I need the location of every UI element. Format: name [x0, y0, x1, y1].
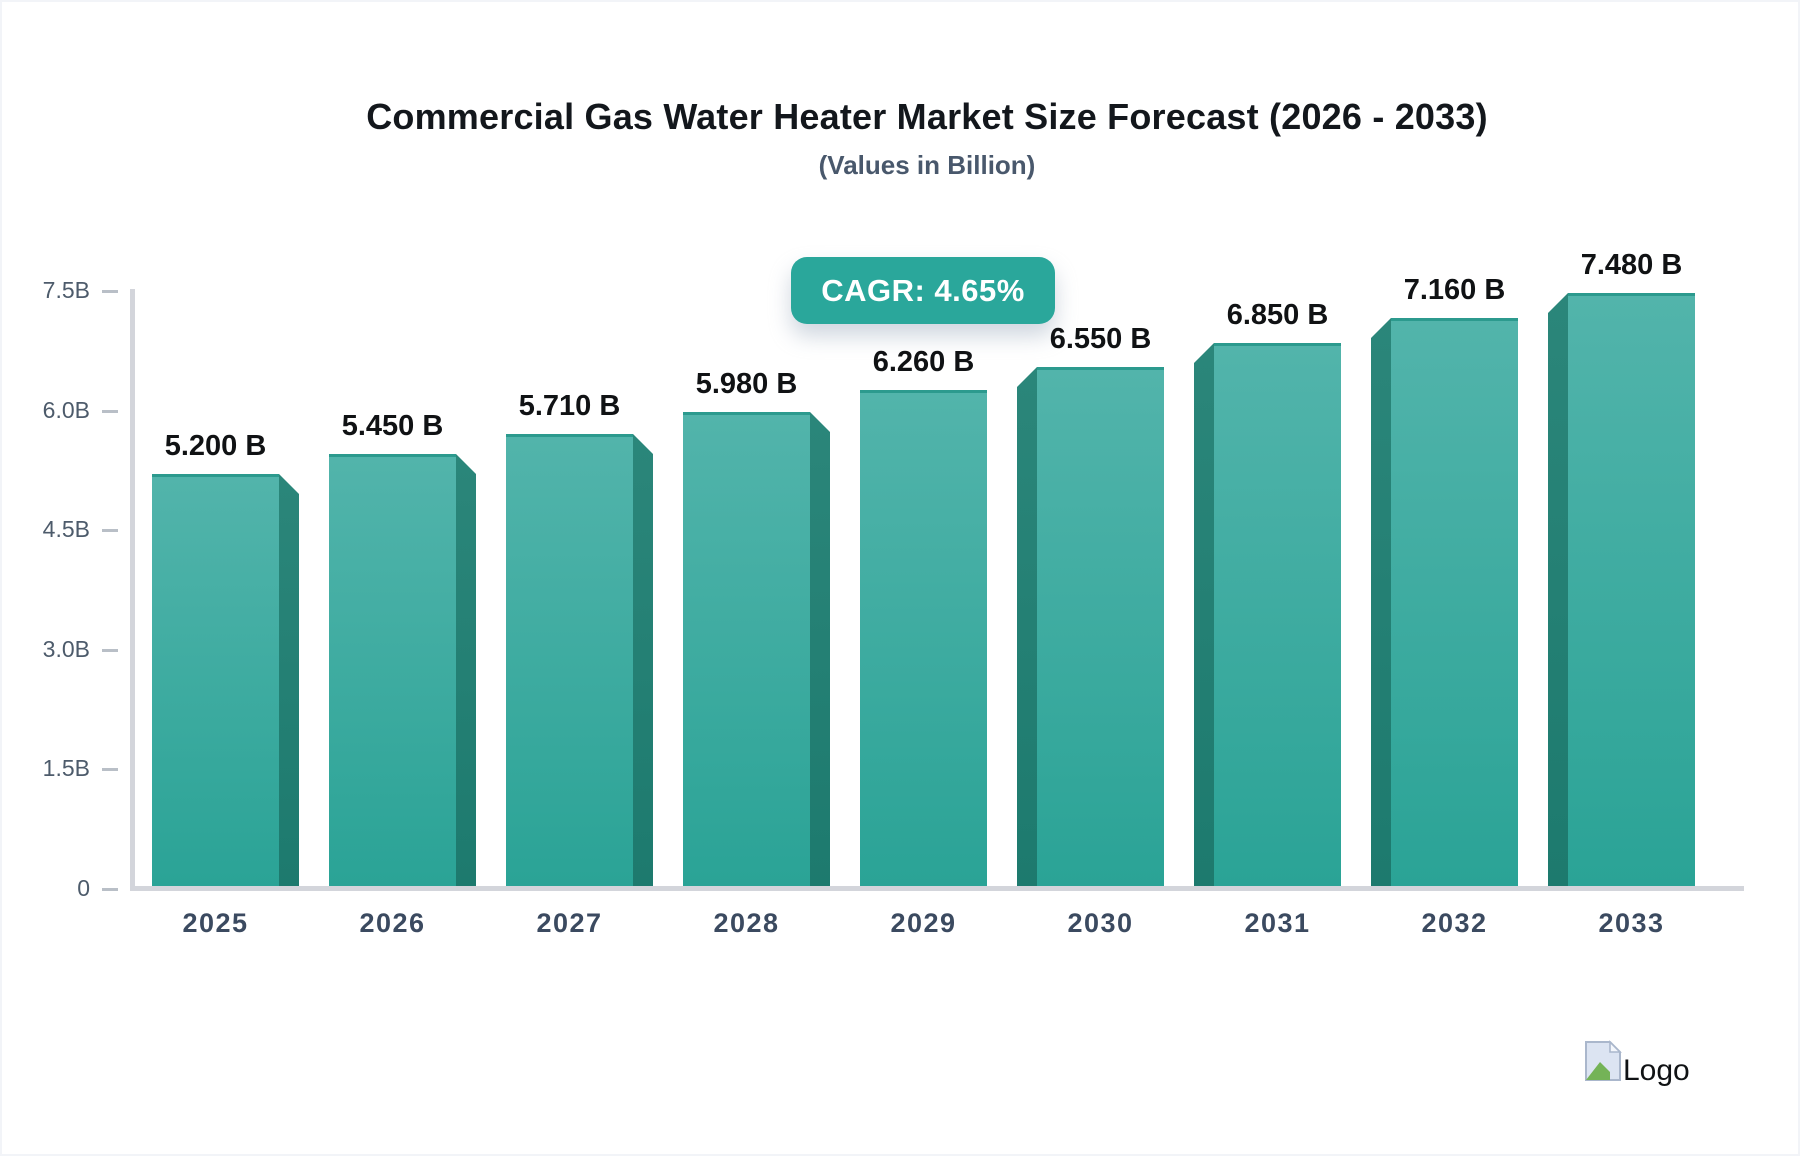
x-axis-label: 2030 — [1067, 908, 1134, 938]
y-tick — [102, 529, 118, 533]
x-axis-label: 2032 — [1421, 908, 1488, 938]
bar-face — [506, 434, 633, 888]
y-tick-label: 4.5B — [42, 516, 90, 543]
cagr-badge: CAGR: 4.65% — [791, 257, 1055, 324]
bar-value-label: 6.850 B — [1226, 299, 1329, 331]
bar-face — [1214, 343, 1341, 888]
x-axis-label: 2027 — [536, 908, 603, 938]
x-axis-label: 2029 — [890, 908, 957, 938]
x-axis-label: 2028 — [713, 908, 780, 938]
bar-value-label: 6.260 B — [872, 346, 975, 378]
x-axis-label: 2031 — [1244, 908, 1311, 938]
bar-face — [329, 454, 456, 888]
y-tick — [102, 648, 118, 652]
bar-face — [1568, 293, 1695, 888]
bar-face — [1037, 367, 1164, 888]
logo-text: Logo — [1623, 1054, 1690, 1087]
y-tick — [102, 768, 118, 772]
bar-value-label: 7.160 B — [1403, 274, 1506, 306]
bar-side — [1371, 318, 1391, 888]
bar-side — [1548, 293, 1568, 888]
y-tick-label: 0 — [77, 875, 90, 901]
bar-face — [860, 390, 987, 888]
x-axis-label: 2025 — [182, 908, 249, 938]
y-tick-label: 7.5B — [42, 277, 90, 304]
bar-side — [633, 434, 653, 888]
bar-side — [1194, 343, 1214, 888]
bar-face — [152, 474, 279, 888]
y-tick — [102, 888, 118, 891]
x-axis-label: 2033 — [1598, 908, 1665, 938]
y-axis-line — [130, 289, 135, 891]
bar-side — [279, 474, 299, 888]
y-tick-label: 3.0B — [42, 635, 90, 662]
bar-value-label: 5.200 B — [164, 430, 267, 462]
bar-value-label: 5.450 B — [341, 410, 444, 442]
bar-face — [683, 412, 810, 888]
bar-value-label: 5.980 B — [695, 368, 798, 400]
bar-face — [1391, 318, 1518, 888]
bar-side — [456, 454, 476, 888]
y-tick — [102, 409, 118, 413]
chart-subtitle: (Values in Billion) — [818, 150, 1036, 180]
y-tick-label: 1.5B — [42, 755, 90, 782]
broken-image-icon — [1584, 1040, 1622, 1087]
bar-value-label: 5.710 B — [518, 390, 621, 422]
bar-value-label: 6.550 B — [1049, 323, 1152, 355]
bar-value-label: 7.480 B — [1580, 249, 1683, 281]
bar-side — [810, 412, 830, 888]
logo: Logo — [1584, 1040, 1690, 1087]
x-axis-line — [130, 886, 1744, 891]
x-axis-label: 2026 — [359, 908, 426, 938]
y-tick — [102, 290, 118, 294]
chart-title: Commercial Gas Water Heater Market Size … — [366, 96, 1488, 137]
y-tick-label: 6.0B — [42, 396, 90, 423]
bar-side — [1017, 367, 1037, 888]
